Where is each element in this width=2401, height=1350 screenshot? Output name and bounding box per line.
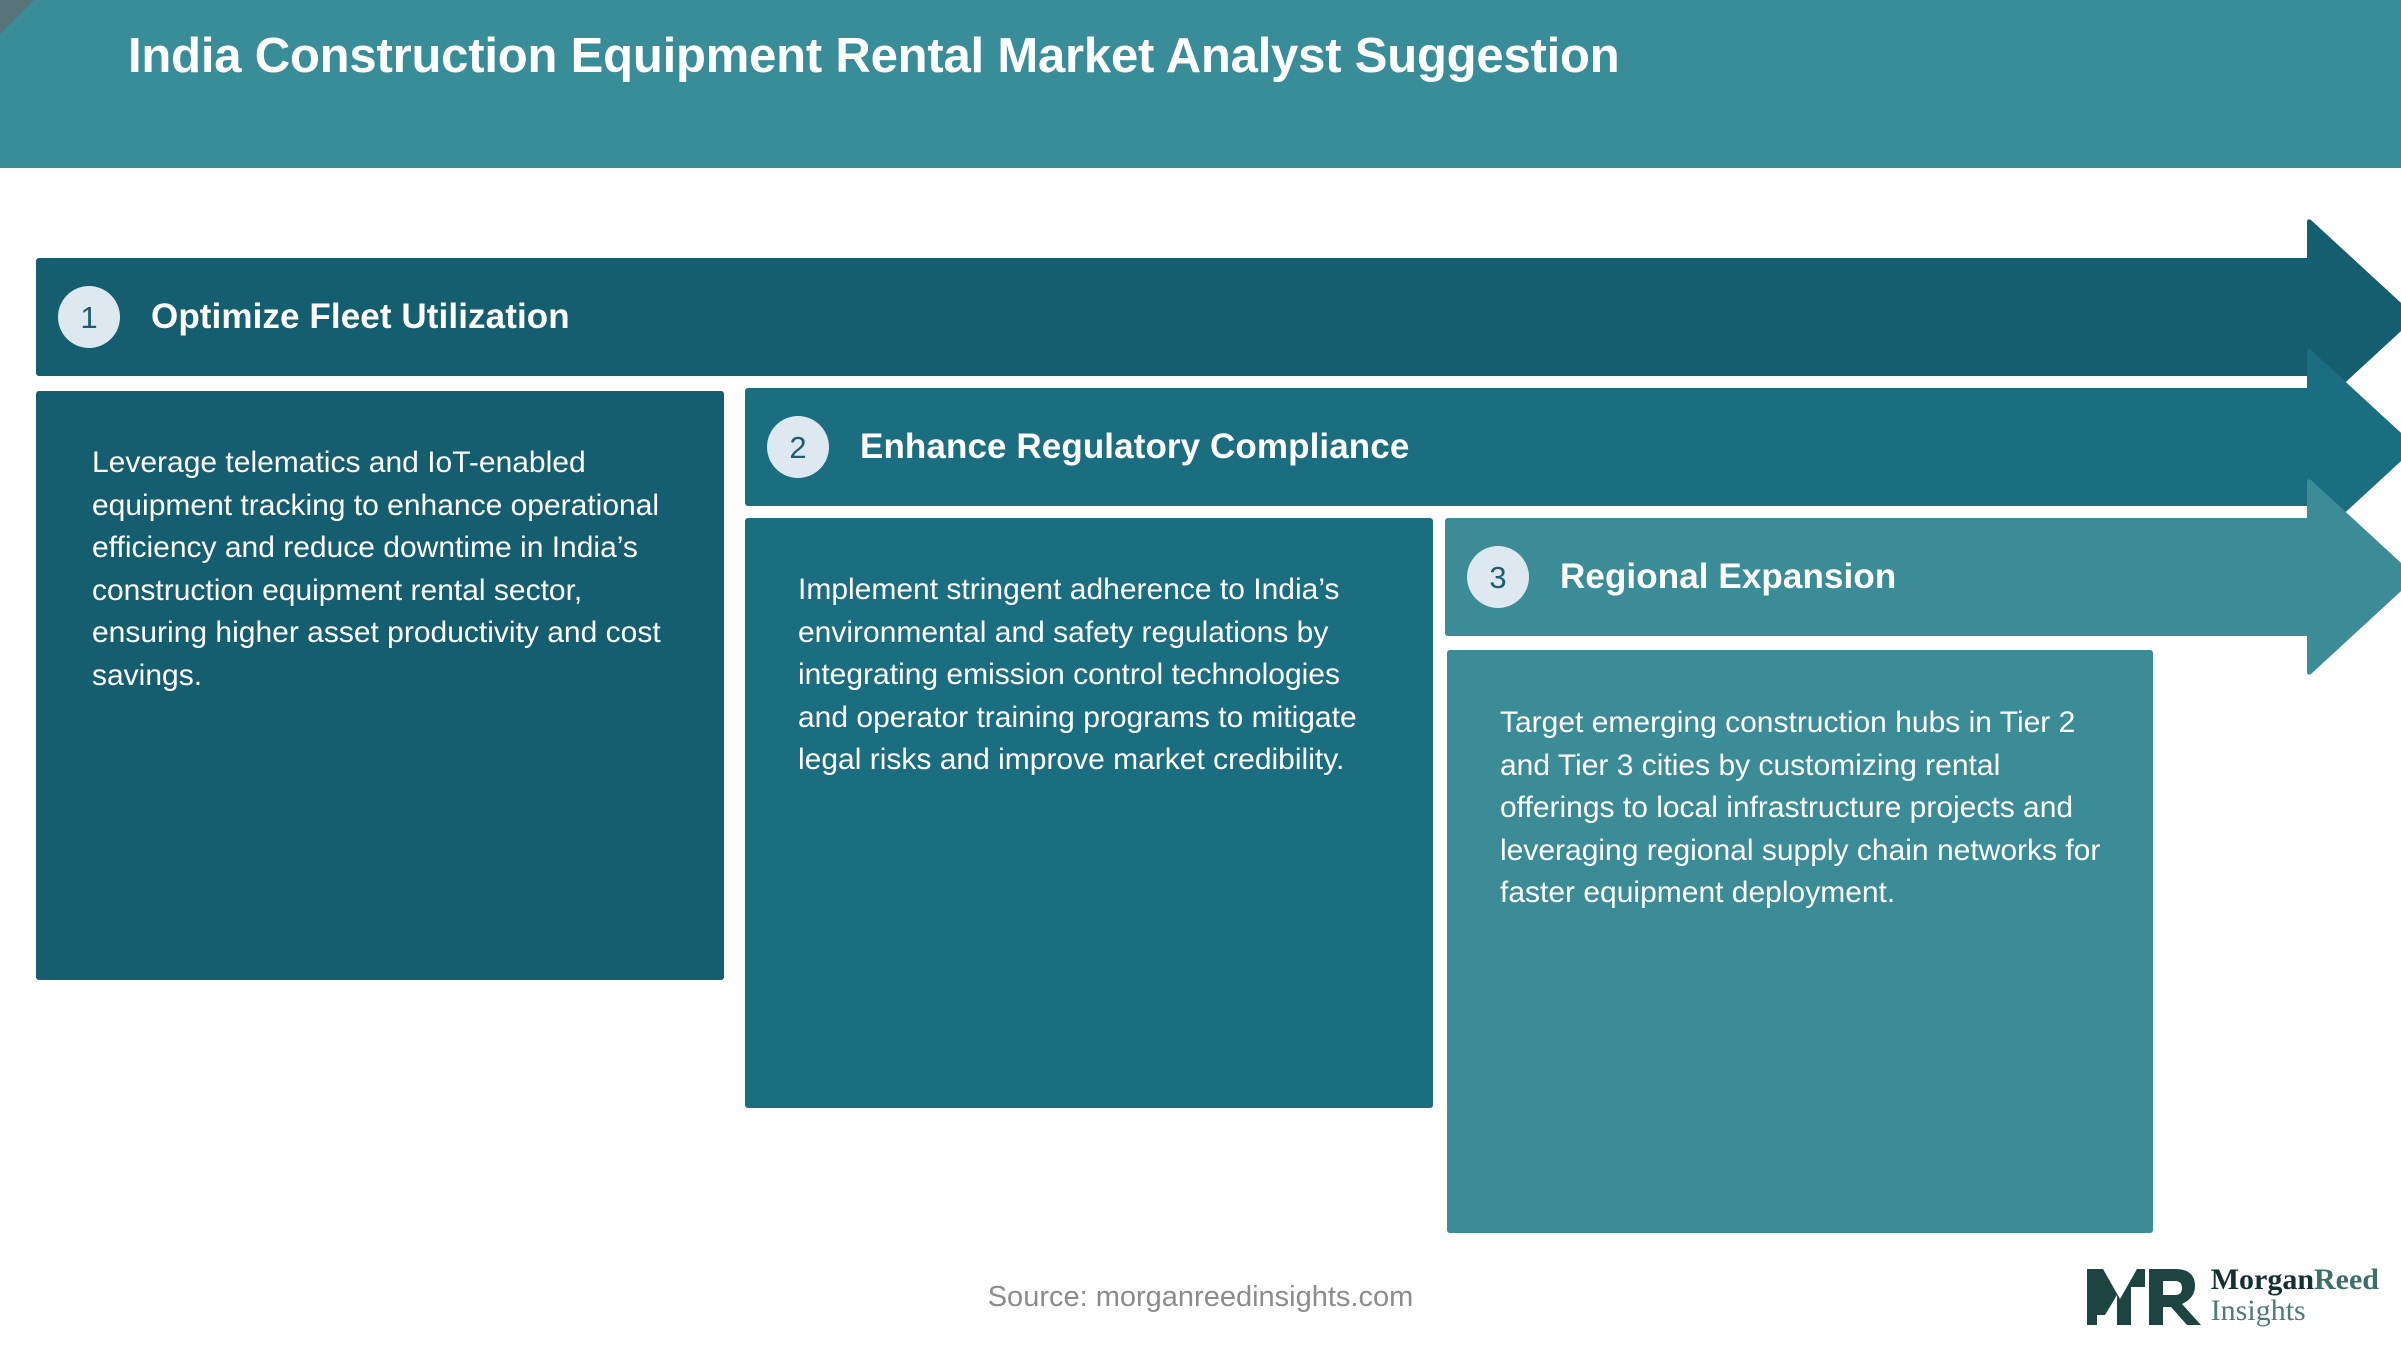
step-2-number: 2	[789, 429, 807, 465]
step-3-body-card: Target emerging construction hubs in Tie…	[1447, 650, 2153, 1233]
step-1-arrow-head	[2249, 218, 2401, 416]
corner-fold-decoration	[0, 0, 34, 34]
step-1-body-card: Leverage telematics and IoT-enabled equi…	[36, 391, 724, 980]
step-2-body-card: Implement stringent adherence to India’s…	[745, 518, 1433, 1108]
step-2-band[interactable]: 2 Enhance Regulatory Compliance	[745, 349, 2401, 545]
step-1-band[interactable]: 1 Optimize Fleet Utilization	[36, 219, 2401, 415]
logo-line-2: Insights	[2210, 1294, 2306, 1327]
step-3-arrow-head	[2249, 478, 2401, 676]
step-1-number-badge: 1	[58, 286, 120, 348]
step-1-number: 1	[80, 299, 98, 335]
step-3-number: 3	[1489, 559, 1507, 595]
step-3-number-badge: 3	[1467, 546, 1529, 608]
mr-monogram-icon	[2086, 1269, 2201, 1325]
step-1-body-text: Leverage telematics and IoT-enabled equi…	[92, 446, 661, 692]
logo-line-1: MorganReed	[2211, 1265, 2379, 1296]
step-3-band[interactable]: 3 Regional Expansion	[1445, 479, 2401, 675]
step-2-band-body	[745, 388, 2261, 506]
logo-morgan: Morgan	[2210, 1263, 2315, 1297]
step-2-title: Enhance Regulatory Compliance	[860, 427, 1410, 466]
step-2-arrow-head	[2249, 348, 2401, 546]
source-attribution: Source: morganreedinsights.com	[987, 1281, 1414, 1313]
step-1-band-body	[36, 258, 2261, 376]
brand-logo: MorganReed Insights	[2083, 1258, 2379, 1334]
step-3-body-text: Target emerging construction hubs in Tie…	[1500, 706, 2101, 910]
logo-reed: Reed	[2314, 1263, 2379, 1297]
step-3-title: Regional Expansion	[1560, 557, 1897, 596]
step-2-body-text: Implement stringent adherence to India’s…	[798, 573, 1357, 777]
step-3-band-body	[1445, 518, 2261, 636]
header-band: India Construction Equipment Rental Mark…	[0, 0, 2401, 168]
step-2-number-badge: 2	[767, 416, 829, 478]
logo-wordmark: MorganReed Insights	[2211, 1265, 2379, 1326]
step-1-title: Optimize Fleet Utilization	[151, 297, 570, 336]
page-title: India Construction Equipment Rental Mark…	[128, 29, 1620, 83]
